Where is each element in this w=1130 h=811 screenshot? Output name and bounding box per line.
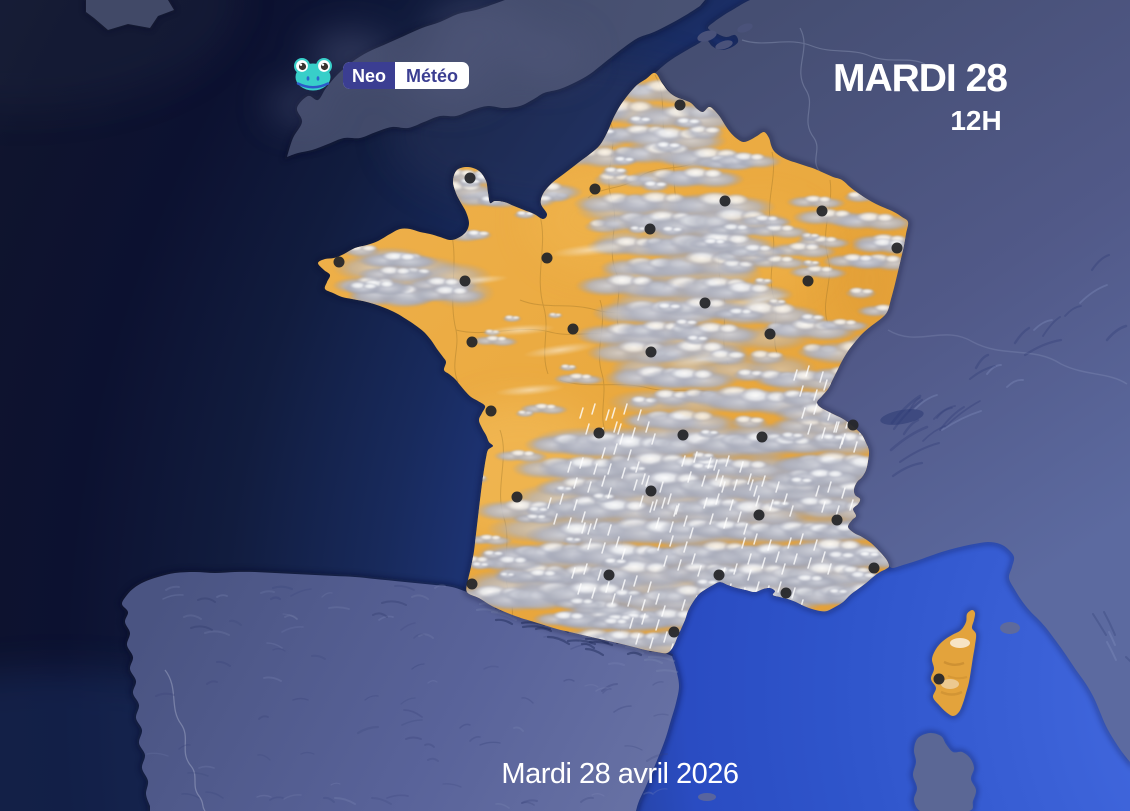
svg-text:MARDI 28: MARDI 28 (833, 57, 1007, 100)
svg-text:12H: 12H (950, 105, 1001, 136)
svg-text:Mardi 28 avril 2026: Mardi 28 avril 2026 (501, 758, 738, 790)
svg-text:Neo: Neo (352, 66, 386, 86)
svg-text:Météo: Météo (406, 66, 458, 86)
